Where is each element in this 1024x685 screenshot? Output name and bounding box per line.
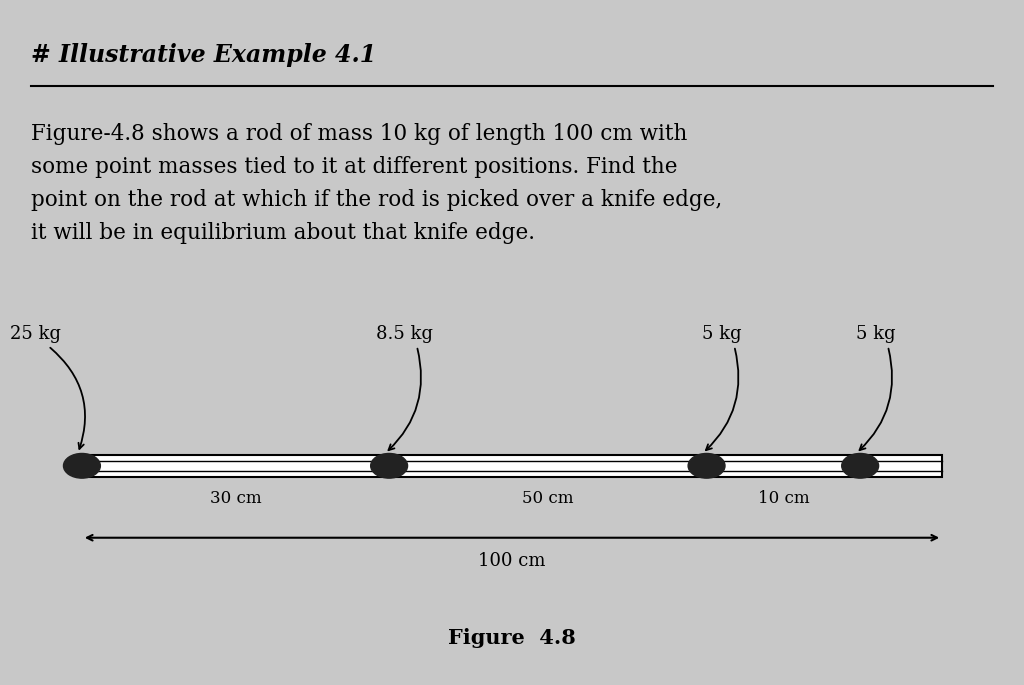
FancyBboxPatch shape (82, 455, 942, 477)
Text: 50 cm: 50 cm (522, 490, 573, 508)
Text: Figure  4.8: Figure 4.8 (449, 628, 575, 648)
Text: # Illustrative Example 4.1: # Illustrative Example 4.1 (31, 42, 376, 66)
Circle shape (371, 453, 408, 478)
Text: 100 cm: 100 cm (478, 553, 546, 571)
Text: 25 kg: 25 kg (10, 325, 61, 343)
Text: 30 cm: 30 cm (210, 490, 261, 508)
Circle shape (63, 453, 100, 478)
Text: Figure-4.8 shows a rod of mass 10 kg of length 100 cm with
some point masses tie: Figure-4.8 shows a rod of mass 10 kg of … (31, 123, 722, 245)
Text: 8.5 kg: 8.5 kg (376, 325, 433, 343)
Circle shape (842, 453, 879, 478)
Text: 5 kg: 5 kg (856, 325, 895, 343)
Text: 5 kg: 5 kg (702, 325, 741, 343)
Circle shape (688, 453, 725, 478)
Text: 10 cm: 10 cm (758, 490, 809, 508)
